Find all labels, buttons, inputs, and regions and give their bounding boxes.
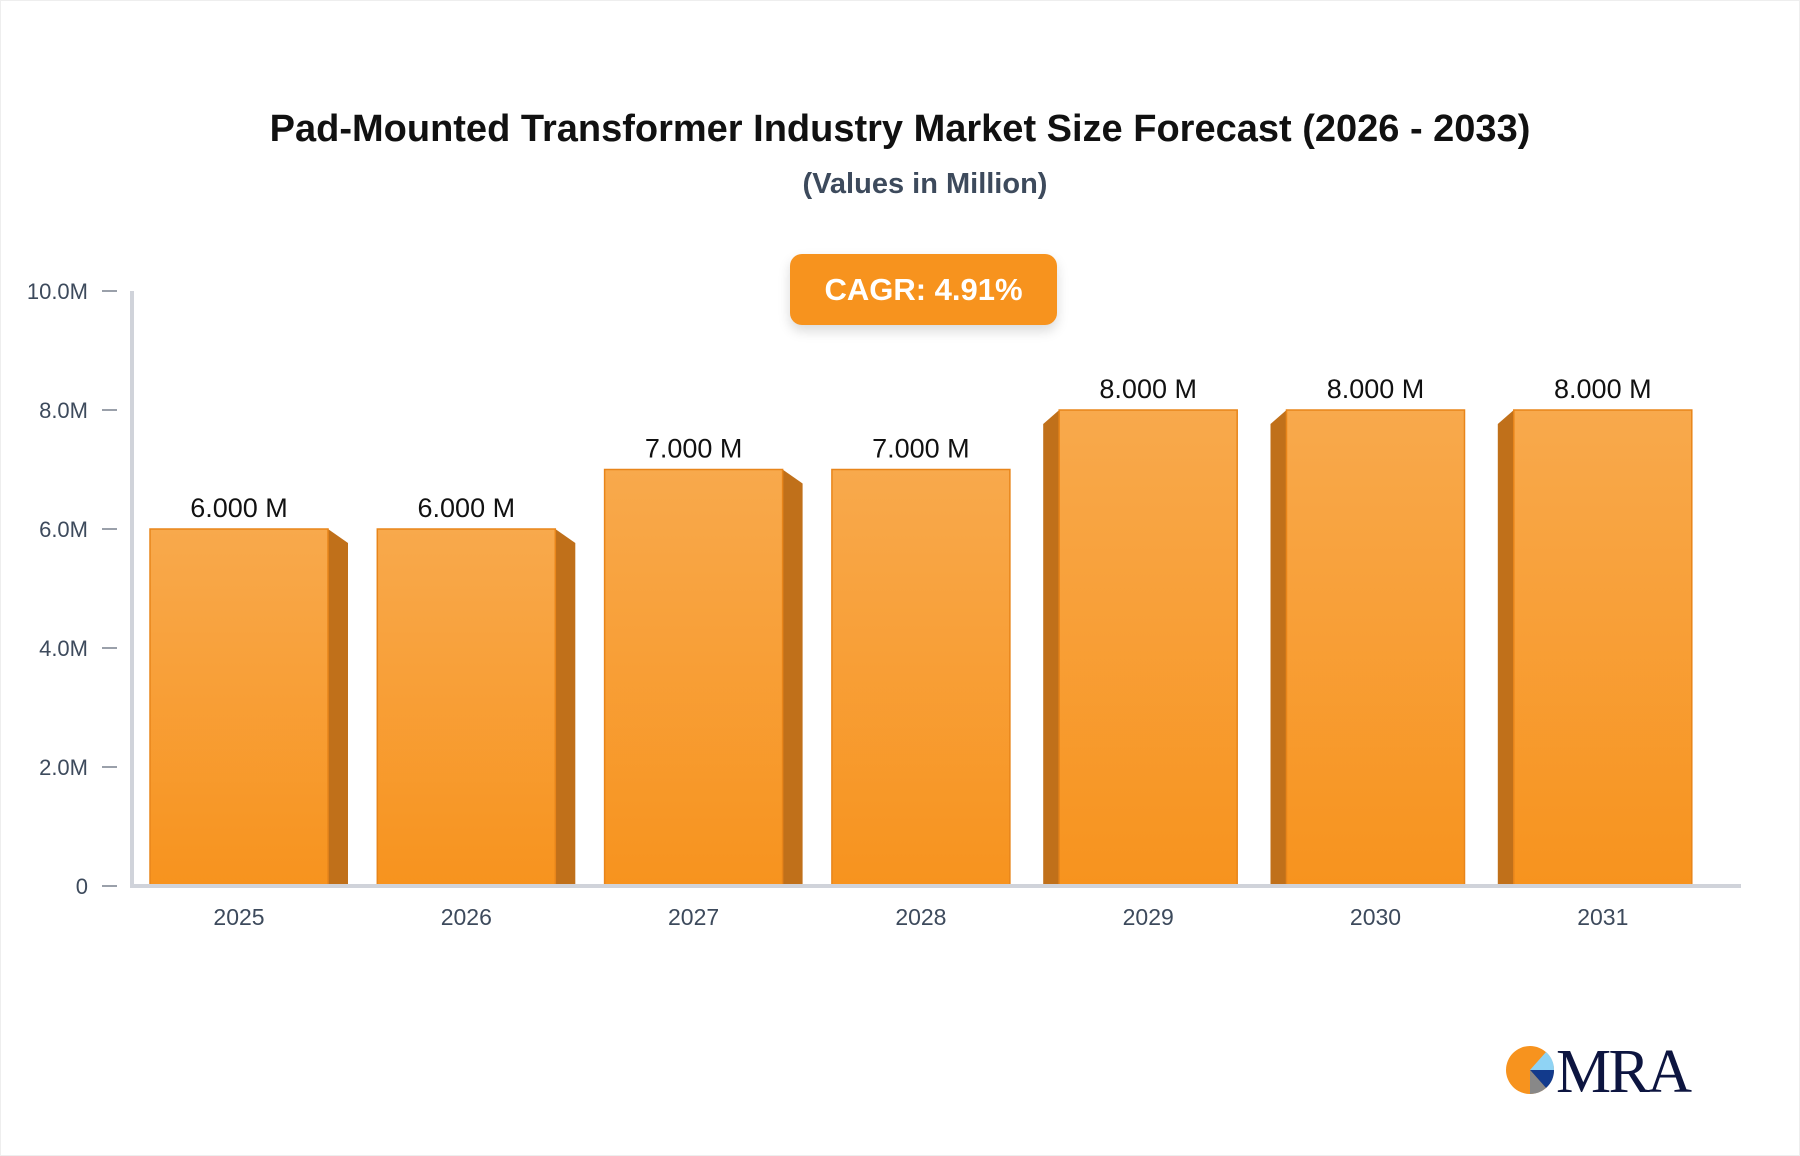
mra-logo: MRA <box>1506 1040 1692 1100</box>
bar <box>1285 409 1466 887</box>
x-tick-label: 2031 <box>1577 904 1628 930</box>
bar-side <box>782 469 803 886</box>
data-label: 7.000 M <box>872 434 970 464</box>
data-label: 8.000 M <box>1554 374 1652 404</box>
cagr-badge: CAGR: 4.91% <box>790 254 1057 325</box>
y-tick-label: 0 <box>76 874 88 899</box>
x-tick-label: 2029 <box>1123 904 1174 930</box>
y-tick-label: 8.0M <box>39 398 88 423</box>
y-tick-label: 4.0M <box>39 636 88 661</box>
bar <box>603 468 784 887</box>
x-tick-label: 2027 <box>668 904 719 930</box>
bar <box>831 468 1011 887</box>
bar-side <box>328 529 348 886</box>
bar <box>1058 409 1238 887</box>
bar <box>376 528 557 887</box>
svg-text:MRA: MRA <box>1556 1040 1692 1100</box>
x-tick-label: 2030 <box>1350 904 1401 930</box>
y-tick-label: 2.0M <box>39 755 88 780</box>
bar-side <box>1497 410 1514 886</box>
data-label: 7.000 M <box>645 434 743 464</box>
x-tick-label: 2025 <box>213 904 264 930</box>
chart-title: Pad-Mounted Transformer Industry Market … <box>269 108 1531 150</box>
bar-side <box>555 529 576 886</box>
data-label: 6.000 M <box>418 493 516 523</box>
x-tick-label: 2026 <box>441 904 492 930</box>
bar <box>149 528 329 887</box>
x-tick-label: 2028 <box>895 904 946 930</box>
y-tick-label: 10.0M <box>27 279 88 304</box>
chart-subtitle: (Values in Million) <box>802 168 1048 200</box>
bar-side <box>1043 410 1060 886</box>
data-label: 8.000 M <box>1327 374 1425 404</box>
y-tick-label: 6.0M <box>39 517 88 542</box>
data-label: 8.000 M <box>1099 374 1197 404</box>
bar <box>1513 409 1693 887</box>
bar-side <box>1270 410 1287 886</box>
data-label: 6.000 M <box>190 493 288 523</box>
